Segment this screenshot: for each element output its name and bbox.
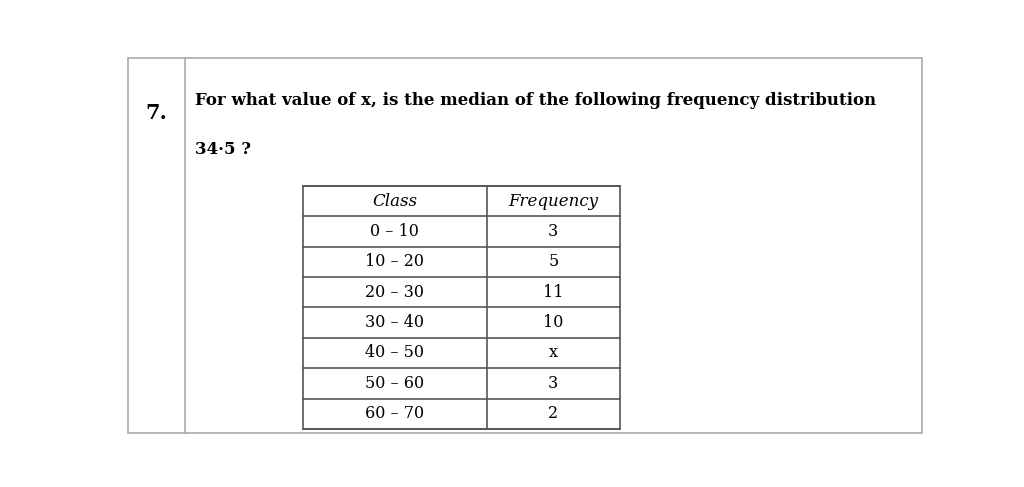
Text: 7.: 7. bbox=[145, 103, 168, 123]
Text: Frequency: Frequency bbox=[508, 193, 598, 209]
Text: 5: 5 bbox=[548, 253, 558, 270]
Text: 2: 2 bbox=[548, 405, 558, 422]
Text: 0 – 10: 0 – 10 bbox=[371, 223, 419, 240]
Bar bbox=[303, 186, 621, 429]
Text: 60 – 70: 60 – 70 bbox=[366, 405, 424, 422]
Text: 3: 3 bbox=[548, 375, 558, 392]
Text: 30 – 40: 30 – 40 bbox=[366, 314, 424, 331]
Text: 34·5 ?: 34·5 ? bbox=[195, 141, 251, 158]
Text: 11: 11 bbox=[543, 284, 563, 300]
Text: For what value of x, is the median of the following frequency distribution: For what value of x, is the median of th… bbox=[195, 92, 876, 109]
Text: 40 – 50: 40 – 50 bbox=[366, 344, 424, 361]
Text: 50 – 60: 50 – 60 bbox=[366, 375, 424, 392]
Text: 20 – 30: 20 – 30 bbox=[366, 284, 424, 300]
Text: 3: 3 bbox=[548, 223, 558, 240]
Text: Class: Class bbox=[372, 193, 417, 209]
Text: 10: 10 bbox=[543, 314, 563, 331]
Text: x: x bbox=[549, 344, 558, 361]
Text: 10 – 20: 10 – 20 bbox=[366, 253, 424, 270]
